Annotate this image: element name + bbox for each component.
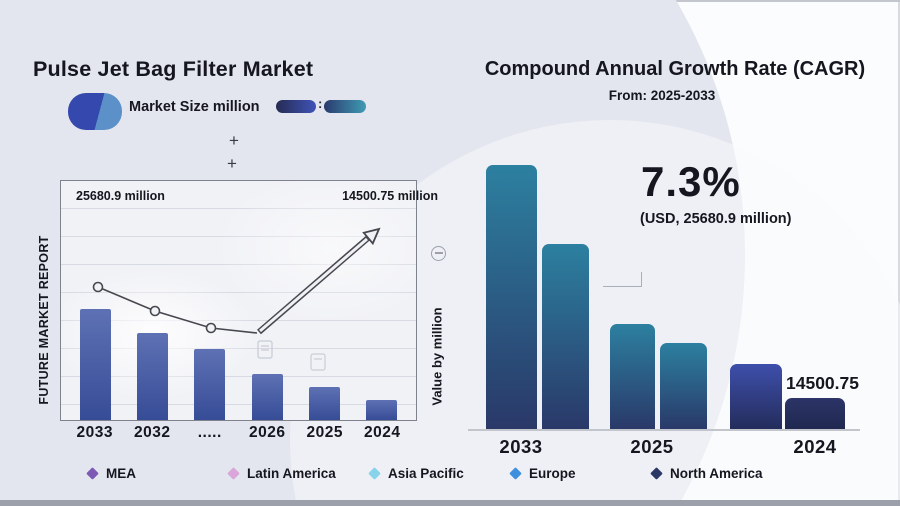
x-axis-label: 2033: [76, 424, 113, 441]
legend-item: Asia Pacific: [368, 466, 464, 481]
legend-label: Asia Pacific: [388, 466, 464, 481]
legend-label: MEA: [106, 466, 136, 481]
y-axis-title: Value by million: [429, 307, 445, 406]
legend-diamond-icon: [86, 467, 99, 480]
bar-column: [124, 333, 181, 420]
legend-diamond-icon: [227, 467, 240, 480]
x-axis-label: .....: [197, 424, 222, 441]
plus-icon: +: [227, 154, 237, 173]
legend-diamond-icon: [368, 467, 381, 480]
cagr-bar: [660, 343, 707, 430]
cagr-bars: [610, 324, 707, 430]
market-size-chart: 25680.9 million 14500.75 million: [60, 180, 438, 421]
x-axis-label: 2024: [364, 424, 401, 441]
legend-label: Latin America: [247, 466, 336, 481]
cagr-title: Compound Annual Growth Rate (CAGR): [484, 58, 866, 80]
legend-diamond-icon: [650, 467, 663, 480]
x-axis-label: 2032: [134, 424, 171, 441]
cagr-bar-group: [486, 165, 589, 430]
cagr-bars: [486, 165, 589, 430]
cagr-2024-value-label: 14500.75: [786, 373, 859, 393]
gradient-pill-icon: [324, 100, 366, 113]
x-axis-label: 2025: [306, 424, 343, 441]
bar-column: [181, 349, 238, 420]
minus-circle-icon: [431, 246, 446, 261]
cagr-year-label: 2033: [499, 436, 543, 457]
legend-label: Europe: [529, 466, 576, 481]
cagr-bar: [785, 398, 845, 430]
cagr-detail: (USD, 25680.9 million): [640, 211, 792, 227]
pill-separator: :: [318, 96, 323, 111]
cagr-bar: [542, 244, 589, 430]
cagr-percentage: 7.3%: [641, 158, 741, 205]
cagr-bar: [610, 324, 655, 430]
chart-end-value-label: 14500.75 million: [342, 189, 438, 203]
market-size-bar: [137, 333, 169, 420]
legend-diamond-icon: [509, 467, 522, 480]
legend-item: Europe: [509, 466, 576, 481]
page-title: Pulse Jet Bag Filter Market: [33, 57, 314, 81]
market-size-cylinder-icon: [68, 93, 122, 130]
cagr-bar-group: [610, 324, 707, 430]
market-size-bar: [251, 374, 283, 420]
legend-label: North America: [670, 466, 763, 481]
market-size-legend-label: Market Size million: [129, 99, 260, 115]
cagr-axis-line: [468, 429, 860, 431]
legend-item: MEA: [86, 466, 136, 481]
market-size-bar: [365, 400, 397, 420]
vertical-watermark-label: FUTURE MARKET REPORT: [37, 235, 51, 405]
cagr-bar-group: [730, 364, 845, 430]
bottom-border-strip: [0, 500, 900, 506]
chart-start-value-label: 25680.9 million: [76, 189, 165, 203]
cagr-year-label: 2025: [630, 436, 674, 457]
cagr-bars: [730, 364, 845, 430]
cagr-year-label: 2024: [793, 436, 837, 457]
plus-icon: +: [229, 131, 239, 150]
x-axis-label: 2026: [249, 424, 286, 441]
market-size-bar: [308, 387, 340, 420]
legend-item: North America: [650, 466, 763, 481]
cagr-bar: [730, 364, 782, 430]
step-line-decoration: [603, 272, 642, 287]
bar-column: [67, 309, 124, 420]
bar-column: [239, 374, 296, 420]
market-size-bar: [80, 309, 112, 420]
market-size-bar: [194, 349, 226, 420]
left-chart-xlabels: 2033 2032..... 2026 2025 2024: [66, 424, 411, 442]
left-chart-bars: [67, 181, 410, 420]
bar-column: [353, 400, 410, 420]
legend-item: Latin America: [227, 466, 336, 481]
gradient-pill-icon: [276, 100, 316, 113]
cagr-subtitle: From: 2025-2033: [608, 88, 716, 103]
bar-column: [296, 387, 353, 420]
cagr-bar: [486, 165, 537, 430]
